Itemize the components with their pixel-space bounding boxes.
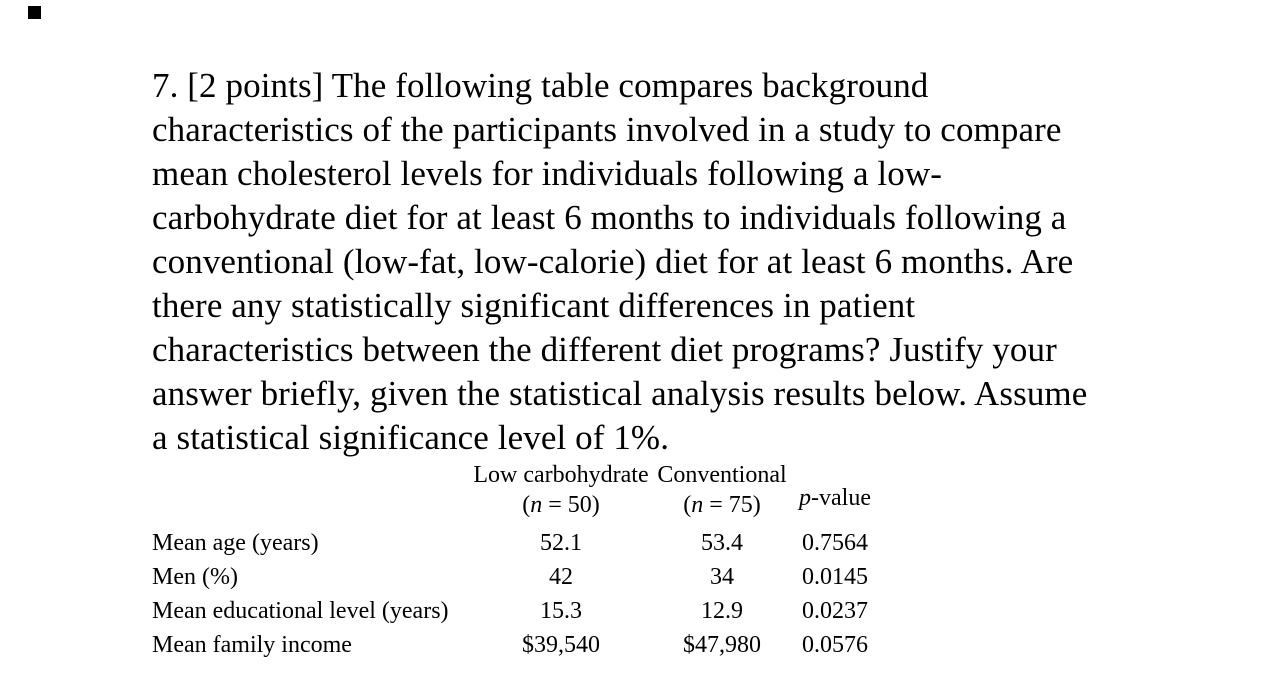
- cell-low-carbohydrate: 42: [549, 564, 573, 590]
- cell-low-carbohydrate: 52.1: [540, 530, 582, 556]
- question-line: there any statistically significant diff…: [152, 286, 916, 325]
- table-body: Mean age (years) 52.1 53.4 0.7564 Men (%…: [152, 526, 878, 662]
- question-text: 7. [2 points] The following table compar…: [152, 64, 1087, 460]
- row-label: Mean family income: [152, 632, 352, 658]
- table-row: Mean family income $39,540 $47,980 0.057…: [152, 628, 878, 662]
- cell-p-value: 0.0145: [802, 564, 868, 590]
- cell-conventional: 34: [710, 564, 734, 590]
- row-label: Mean educational level (years): [152, 598, 449, 624]
- table-row: Men (%) 42 34 0.0145: [152, 560, 878, 594]
- column-title: Low carbohydrate: [473, 462, 649, 488]
- cell-conventional: 53.4: [701, 530, 743, 556]
- question-line: conventional (low-fat, low-calorie) diet…: [152, 242, 1074, 281]
- p-symbol: p: [799, 485, 812, 511]
- table-row: Mean age (years) 52.1 53.4 0.7564: [152, 526, 878, 560]
- cell-p-value: 0.0237: [802, 598, 868, 624]
- row-label: Mean age (years): [152, 530, 319, 556]
- table-header-row: Low carbohydrate (n = 50) Conventional (…: [152, 460, 878, 520]
- column-title: Conventional: [657, 462, 787, 488]
- n-symbol: n: [691, 492, 704, 518]
- column-header-conventional: Conventional (n = 75): [652, 460, 792, 520]
- row-label: Men (%): [152, 564, 238, 590]
- table-row: Mean educational level (years) 15.3 12.9…: [152, 594, 878, 628]
- cell-low-carbohydrate: $39,540: [522, 632, 600, 658]
- cell-p-value: 0.0576: [802, 632, 868, 658]
- question-line: a statistical significance level of 1%.: [152, 418, 670, 457]
- cell-low-carbohydrate: 15.3: [540, 598, 582, 624]
- n-symbol: n: [530, 492, 543, 518]
- statistics-table: Low carbohydrate (n = 50) Conventional (…: [152, 460, 878, 662]
- cell-conventional: $47,980: [683, 632, 761, 658]
- question-line: characteristics between the different di…: [152, 330, 1057, 369]
- question-line: characteristics of the participants invo…: [152, 110, 1062, 149]
- stray-mark: [28, 6, 41, 19]
- question-line: 7. [2 points] The following table compar…: [152, 66, 929, 105]
- header-corner-empty: [152, 460, 470, 520]
- question-line: carbohydrate diet for at least 6 months …: [152, 198, 1067, 237]
- column-header-p-value: p-value: [799, 485, 871, 511]
- cell-conventional: 12.9: [701, 598, 743, 624]
- column-header-low-carbohydrate: Low carbohydrate (n = 50): [470, 460, 652, 520]
- question-line: mean cholesterol levels for individuals …: [152, 154, 942, 193]
- column-sample-size: (n = 75): [683, 492, 761, 518]
- column-sample-size: (n = 50): [522, 492, 600, 518]
- question-line: answer briefly, given the statistical an…: [152, 374, 1088, 413]
- cell-p-value: 0.7564: [802, 530, 868, 556]
